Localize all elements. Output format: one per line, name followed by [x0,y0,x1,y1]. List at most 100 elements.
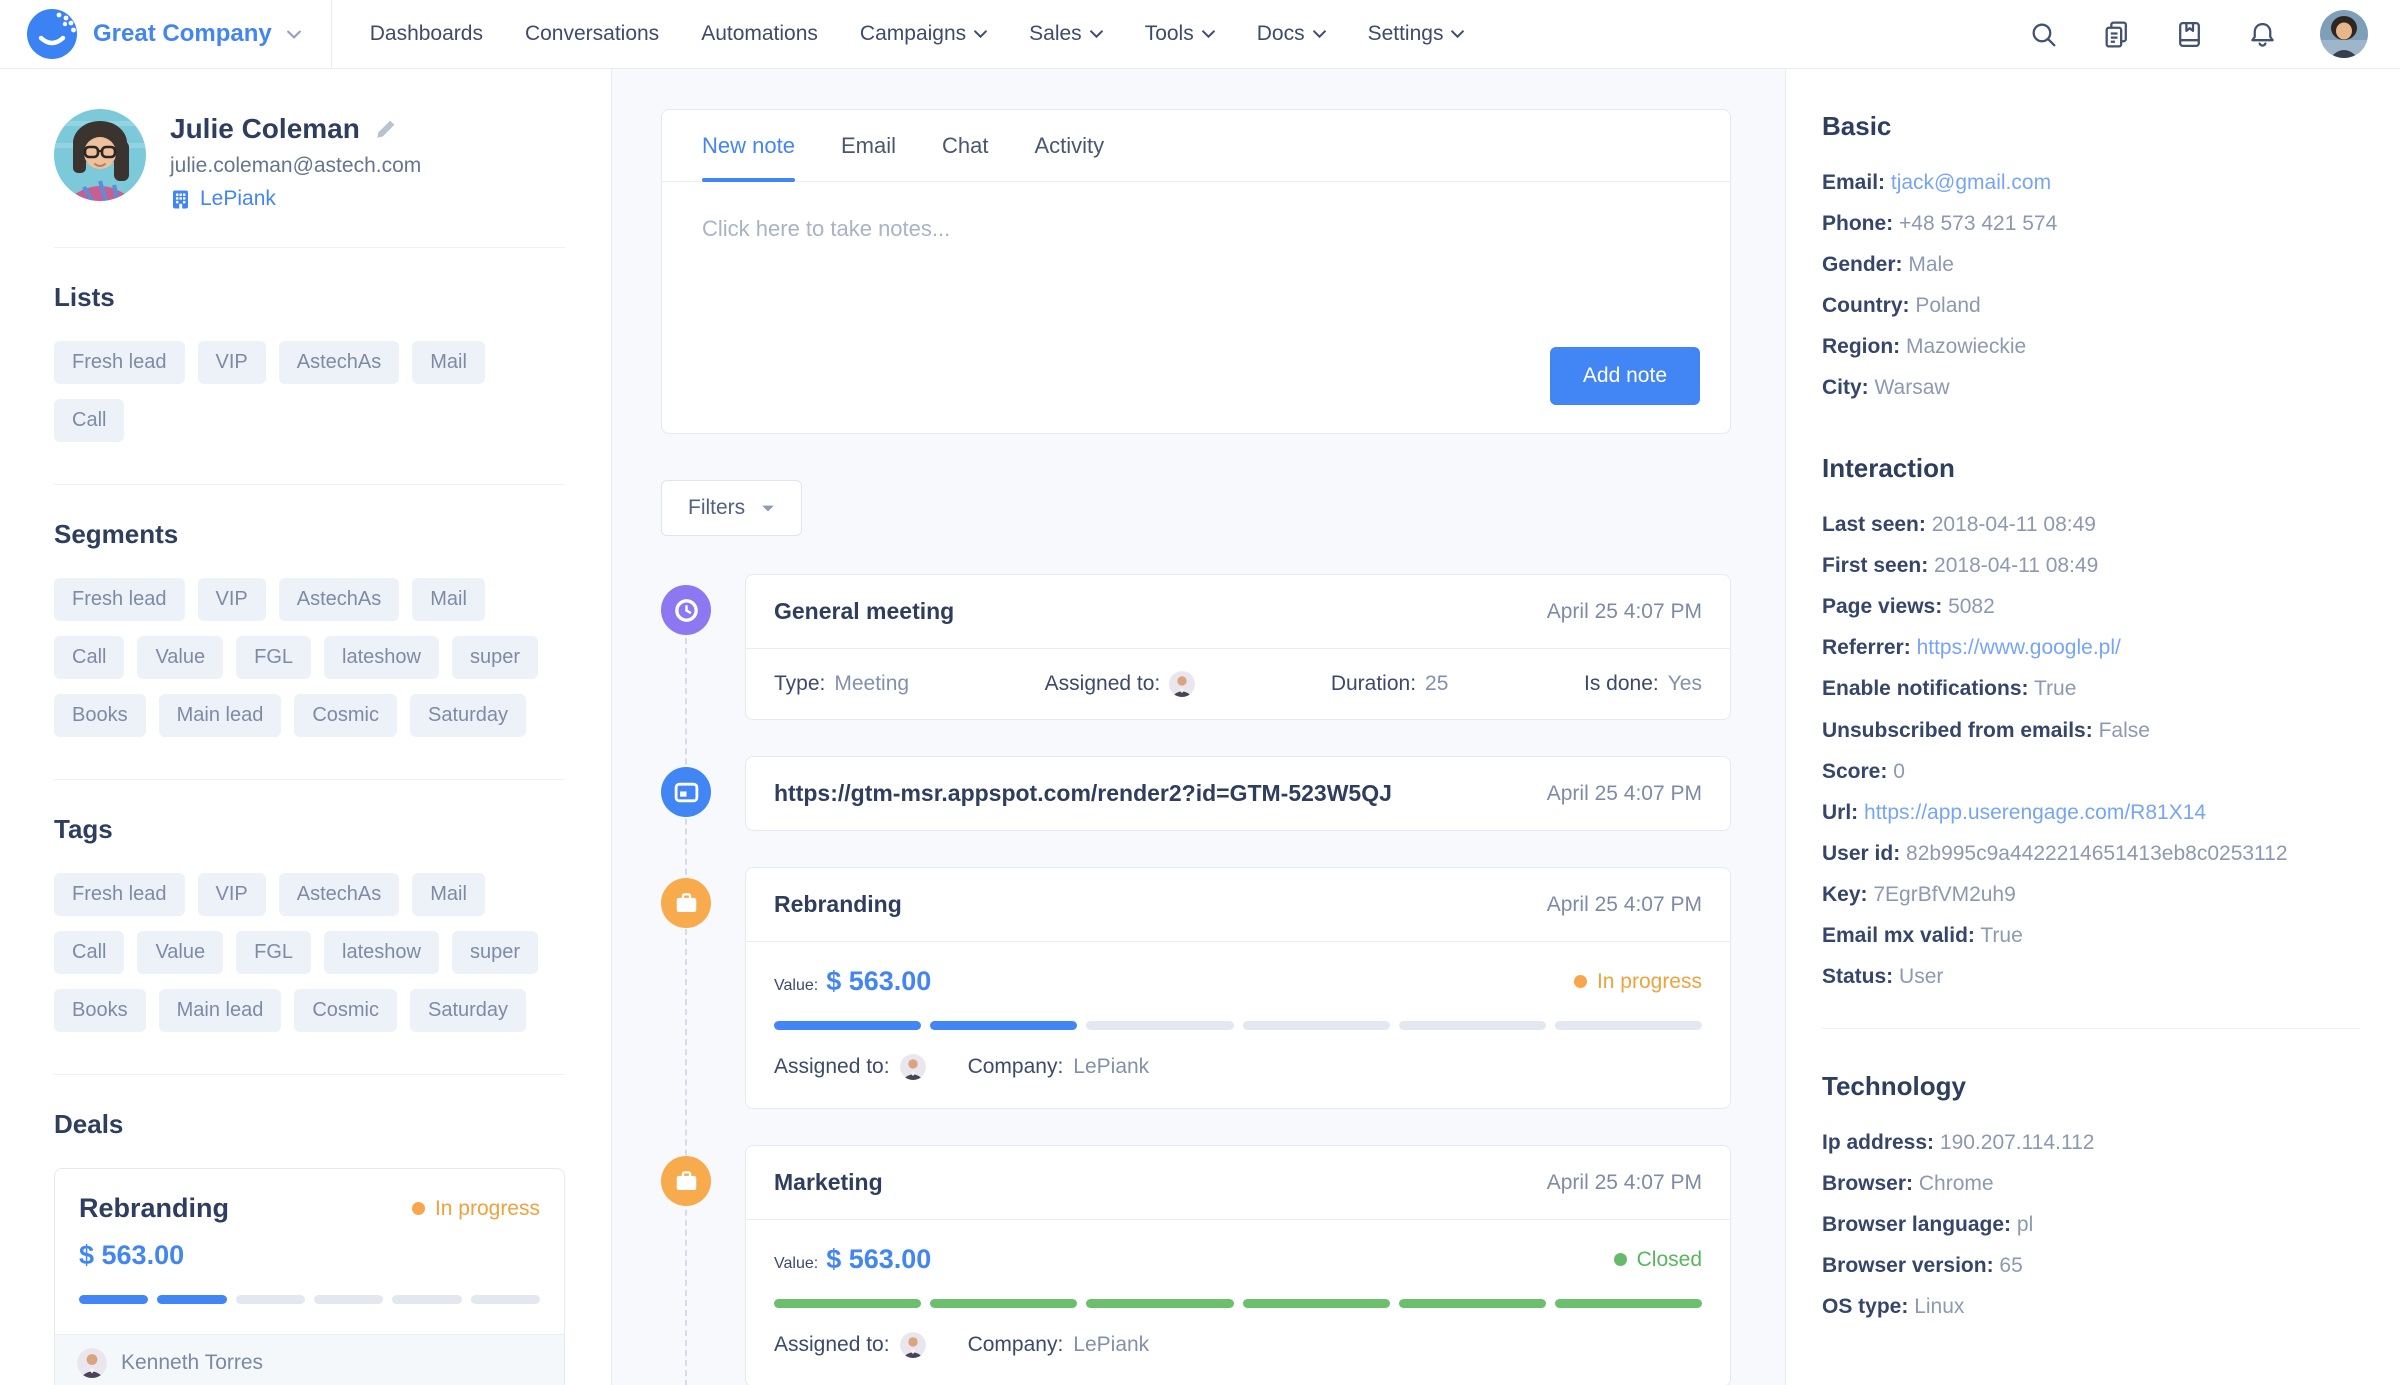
timeline-deal-card-marketing[interactable]: Marketing April 25 4:07 PM Value: $ 563.0… [745,1145,1731,1385]
tab-chat[interactable]: Chat [941,132,989,158]
note-input[interactable]: Click here to take notes... [702,216,951,241]
chip-call[interactable]: Call [54,399,125,442]
detail-row-browser-version: Browser version: 65 [1822,1253,2023,1277]
chip-main-lead[interactable]: Main lead [158,989,282,1032]
timeline-event-card-general-meeting[interactable]: General meeting April 25 4:07 PM Type: Me… [745,574,1731,720]
chip-fgl[interactable]: FGL [236,931,312,974]
lists-chips: Fresh lead VIP AstechAs Mail Call [54,341,565,442]
chip-books[interactable]: Books [54,989,146,1032]
chip-fresh-lead[interactable]: Fresh lead [54,873,185,916]
chip-super[interactable]: super [451,636,538,679]
detail-value: +48 573 421 574 [1899,212,2058,236]
chip-value[interactable]: Value [137,636,224,679]
notifications-icon[interactable] [2247,19,2278,50]
documents-icon[interactable] [2101,19,2132,50]
chip-value[interactable]: Value [137,931,224,974]
chip-lateshow[interactable]: lateshow [324,931,439,974]
nav-item-docs[interactable]: Docs [1257,22,1326,46]
chip-vip[interactable]: VIP [197,341,266,384]
progress-segment [774,1021,922,1030]
chip-astechas[interactable]: AstechAs [278,873,400,916]
user-avatar[interactable] [2320,10,2368,58]
chevron-down-icon [974,30,988,38]
tab-new-note[interactable]: New note [702,110,795,182]
search-icon[interactable] [2028,19,2059,50]
detail-value: 2018-04-11 08:49 [1931,513,2096,537]
detail-value: 0 [1893,759,1905,783]
progress-segment [1554,1299,1703,1308]
tab-email[interactable]: Email [840,132,896,158]
deals-section: Deals Rebranding In progress $ 563.00 Ke… [54,1075,565,1385]
detail-row-ip-address: Ip address: 190.207.114.112 [1822,1130,2095,1154]
progress-segment [313,1295,384,1304]
contact-company-link[interactable]: LePiank [170,187,421,211]
chip-fgl[interactable]: FGL [236,636,312,679]
chip-mail[interactable]: Mail [412,578,485,621]
segments-chips: Fresh lead VIP AstechAs Mail Call Value FGL lat… [54,578,565,737]
deal-body: Rebranding In progress $ 563.00 [55,1169,564,1334]
chip-fresh-lead[interactable]: Fresh lead [54,578,185,621]
nav-item-dashboards[interactable]: Dashboards [369,22,483,45]
chip-super[interactable]: super [451,931,538,974]
detail-value: 5082 [1948,595,1995,619]
chip-saturday[interactable]: Saturday [409,694,527,737]
chip-fresh-lead[interactable]: Fresh lead [54,341,185,384]
chip-lateshow[interactable]: lateshow [324,636,439,679]
company-name: Great Company [93,20,272,47]
technology-section: Technology Ip address: 190.207.114.112 B… [1822,1071,2360,1318]
edit-pencil-icon[interactable] [374,117,398,141]
segments-heading: Segments [54,519,179,549]
detail-row-status: Status: User [1822,964,1944,988]
timeline-item: Rebranding April 25 4:07 PM Value: $ 563.… [661,867,1731,1109]
chip-mail[interactable]: Mail [412,873,485,916]
chip-call[interactable]: Call [54,636,125,679]
chip-astechas[interactable]: AstechAs [278,578,400,621]
segments-section: Segments Fresh lead VIP AstechAs Mail Call Va… [54,485,565,780]
filters-button[interactable]: Filters [661,480,803,536]
detail-value: Chrome [1918,1171,1994,1195]
nav-item-conversations[interactable]: Conversations [524,22,660,45]
main-nav: Dashboards Conversations Automations Campai… [332,22,2028,46]
nav-item-settings[interactable]: Settings [1368,22,1465,46]
chip-main-lead[interactable]: Main lead [158,694,282,737]
detail-link-value[interactable]: tjack@gmail.com [1890,171,2052,194]
timeline-deal-body: Value: $ 563.00 Closed Assigned to: Compa… [746,1219,1730,1385]
chip-cosmic[interactable]: Cosmic [294,694,397,737]
chevron-down-icon [1312,30,1326,38]
detail-value: pl [2016,1212,2034,1236]
detail-link-value[interactable]: https://www.google.pl/ [1916,636,2121,660]
chip-astechas[interactable]: AstechAs [278,341,400,384]
book-icon[interactable] [2174,19,2205,50]
chip-saturday[interactable]: Saturday [409,989,527,1032]
chip-books[interactable]: Books [54,694,146,737]
deal-card-rebranding[interactable]: Rebranding In progress $ 563.00 Kenneth … [54,1168,565,1385]
nav-item-sales[interactable]: Sales [1029,22,1103,46]
page-layout: Julie Coleman julie.coleman@astech.com L… [0,69,2400,1385]
interaction-heading: Interaction [1822,453,1955,484]
timeline-pageview-card-https-gtm-msr-appspot-com-rend[interactable]: https://gtm-msr.appspot.com/render2?id=G… [745,756,1731,831]
chip-mail[interactable]: Mail [412,341,485,384]
nav-item-campaigns[interactable]: Campaigns [860,22,988,46]
chip-vip[interactable]: VIP [197,873,266,916]
progress-segment [1398,1299,1546,1308]
technology-rows: Ip address: 190.207.114.112 Browser: Chr… [1822,1130,2360,1318]
detail-link-value[interactable]: https://app.userengage.com/R81X14 [1864,800,2207,824]
progress-segment [1086,1299,1234,1308]
timeline-item-date: April 25 4:07 PM [1546,781,1702,805]
detail-row-phone: Phone: +48 573 421 574 [1822,212,2058,236]
contact-email: julie.coleman@astech.com [170,154,422,177]
chip-call[interactable]: Call [54,931,125,974]
tab-activity[interactable]: Activity [1034,132,1105,158]
nav-item-automations[interactable]: Automations [701,22,818,45]
deals-heading: Deals [54,1109,124,1139]
company-switcher[interactable]: Great Company [0,0,331,68]
add-note-button[interactable]: Add note [1549,347,1700,405]
detail-value: False [2098,718,2150,742]
timeline-deal-card-rebranding[interactable]: Rebranding April 25 4:07 PM Value: $ 563.… [745,867,1731,1109]
chip-vip[interactable]: VIP [197,578,266,621]
nav-item-tools[interactable]: Tools [1145,22,1215,46]
briefcase-icon [661,1156,711,1206]
chip-cosmic[interactable]: Cosmic [294,989,397,1032]
detail-row-referrer: Referrer: https://www.google.pl/ [1822,636,2121,660]
contact-sidebar: Julie Coleman julie.coleman@astech.com L… [0,69,612,1385]
